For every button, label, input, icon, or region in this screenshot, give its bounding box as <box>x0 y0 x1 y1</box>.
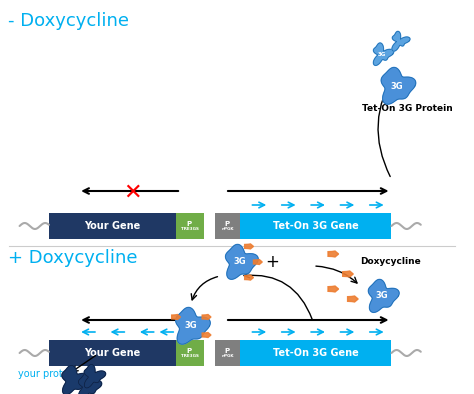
Text: +: + <box>265 253 279 271</box>
Text: Your Gene: Your Gene <box>84 348 141 358</box>
Text: P: P <box>186 221 191 227</box>
Text: P: P <box>224 221 229 227</box>
Text: TRE3GS: TRE3GS <box>181 227 199 231</box>
Polygon shape <box>245 244 254 249</box>
FancyBboxPatch shape <box>240 340 392 366</box>
Polygon shape <box>172 314 181 320</box>
Polygon shape <box>328 286 338 292</box>
Text: Tet-On 3G Gene: Tet-On 3G Gene <box>273 221 358 231</box>
Polygon shape <box>328 251 338 257</box>
FancyBboxPatch shape <box>49 213 176 239</box>
Text: your protein: your protein <box>18 369 77 379</box>
Polygon shape <box>226 244 258 279</box>
Text: 3G: 3G <box>390 82 402 91</box>
Polygon shape <box>381 67 416 104</box>
Text: ✕: ✕ <box>123 183 141 203</box>
Polygon shape <box>347 296 358 302</box>
Text: Tet-On 3G Protein: Tet-On 3G Protein <box>362 104 453 113</box>
FancyBboxPatch shape <box>176 213 203 239</box>
Text: Tet-On 3G Gene: Tet-On 3G Gene <box>273 348 358 358</box>
Polygon shape <box>254 260 262 264</box>
Text: + Doxycycline: + Doxycycline <box>8 249 137 267</box>
Polygon shape <box>202 333 211 338</box>
FancyBboxPatch shape <box>176 340 203 366</box>
Text: nPGK: nPGK <box>221 227 234 231</box>
Text: 3G: 3G <box>233 258 246 266</box>
Text: 3G: 3G <box>375 292 388 301</box>
Polygon shape <box>84 364 106 388</box>
FancyBboxPatch shape <box>240 213 392 239</box>
Text: 3G: 3G <box>377 52 386 56</box>
FancyBboxPatch shape <box>215 340 240 366</box>
Polygon shape <box>62 365 89 394</box>
Text: nPGK: nPGK <box>221 354 234 358</box>
Polygon shape <box>202 314 211 320</box>
Polygon shape <box>78 374 101 394</box>
Text: Doxycycline: Doxycycline <box>360 258 421 266</box>
Text: - Doxycycline: - Doxycycline <box>8 12 129 30</box>
Text: TRE3GS: TRE3GS <box>181 354 199 358</box>
Polygon shape <box>245 275 254 280</box>
FancyBboxPatch shape <box>215 213 240 239</box>
Text: Your Gene: Your Gene <box>84 221 141 231</box>
Polygon shape <box>392 32 410 51</box>
Polygon shape <box>343 271 353 277</box>
Text: P: P <box>224 348 229 354</box>
Text: P: P <box>186 348 191 354</box>
Polygon shape <box>176 307 210 344</box>
Polygon shape <box>374 43 394 65</box>
Text: 3G: 3G <box>184 322 197 331</box>
FancyBboxPatch shape <box>49 340 176 366</box>
Polygon shape <box>368 279 399 312</box>
